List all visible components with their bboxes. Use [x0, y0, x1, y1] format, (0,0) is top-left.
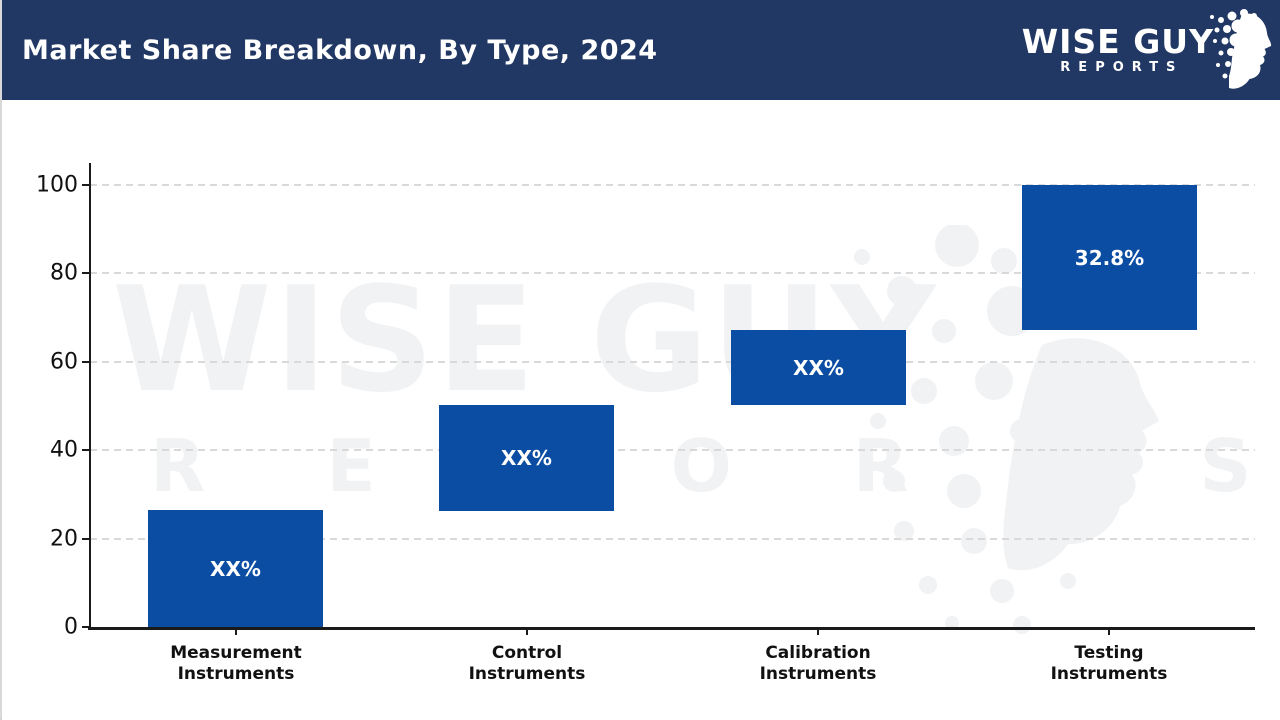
y-tick-label-100: 100 [36, 172, 78, 198]
bar-value-label: XX% [501, 446, 552, 470]
x-tick-2 [817, 627, 819, 635]
y-tick-0 [82, 626, 90, 628]
y-tick-label-0: 0 [64, 614, 78, 640]
y-tick-20 [82, 537, 90, 540]
watermark-head-icon [852, 225, 1159, 634]
bar-control-instruments: XX% [439, 405, 614, 511]
gridline-40 [90, 449, 1255, 452]
x-tick-1 [526, 627, 528, 635]
x-category-label-0: Measurement Instruments [170, 643, 302, 684]
dotted-head-icon [1210, 9, 1272, 89]
gridline-20 [90, 537, 1255, 540]
logo-subtitle: REPORTS [1060, 60, 1184, 76]
x-category-label-2: Calibration Instruments [759, 643, 877, 684]
bar-testing-instruments: 32.8% [1022, 185, 1197, 330]
x-tick-3 [1108, 627, 1110, 635]
y-tick-100 [82, 184, 90, 186]
x-tick-0 [235, 627, 237, 635]
x-category-label-3: Testing Instruments [1050, 643, 1168, 684]
page-title: Market Share Breakdown, By Type, 2024 [22, 34, 658, 66]
bar-measurement-instruments: XX% [148, 510, 323, 627]
y-tick-40 [82, 449, 90, 452]
bar-value-label: 32.8% [1074, 245, 1145, 270]
wise-guy-reports-logo: WISE GUY REPORTS [1022, 8, 1276, 92]
y-tick-label-40: 40 [50, 437, 78, 463]
y-tick-80 [82, 272, 90, 275]
y-tick-label-20: 20 [50, 526, 78, 552]
gridline-100 [90, 184, 1255, 186]
x-category-label-1: Control Instruments [468, 643, 586, 684]
y-axis-line [89, 163, 91, 630]
x-axis-line [88, 627, 1255, 630]
y-tick-label-80: 80 [50, 260, 78, 286]
bar-value-label: XX% [793, 355, 844, 380]
y-tick-label-60: 60 [50, 349, 78, 375]
logo-wordmark: WISE GUY [1021, 21, 1214, 61]
y-tick-60 [82, 360, 90, 363]
chart-plot-area: WISE GUY R E P O R T S 0 20 40 60 80 100 XX% Me… [2, 100, 1280, 720]
bar-calibration-instruments: XX% [731, 330, 906, 405]
bar-value-label: XX% [210, 556, 261, 581]
gridline-80 [90, 272, 1255, 275]
header-band: Market Share Breakdown, By Type, 2024 WI… [2, 0, 1280, 100]
gridline-60 [90, 360, 1255, 363]
